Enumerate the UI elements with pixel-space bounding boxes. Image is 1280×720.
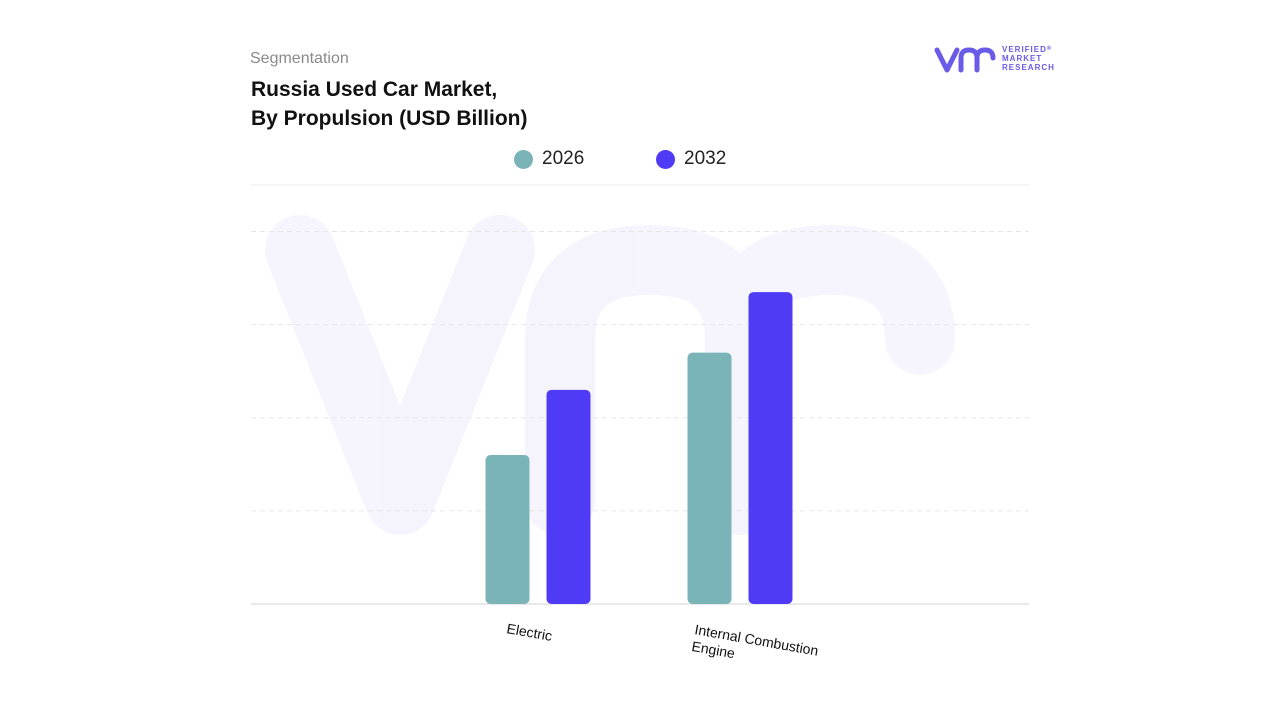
vmr-logo-icon — [934, 47, 996, 73]
bar-2026-electric — [485, 455, 530, 604]
bar-2026-internal-combustion-engine — [687, 352, 732, 604]
x-axis-labels: Electric Internal CombustionEngine — [505, 620, 820, 675]
legend-swatch-2032 — [656, 149, 675, 169]
bar-2032-internal-combustion-engine — [748, 292, 793, 604]
chart-title-line-2: By Propulsion (USD Billion) — [251, 107, 528, 130]
x-tick-label: Electric — [505, 620, 553, 644]
legend-item-2032: 2032 — [656, 148, 726, 170]
legend-item-2026: 2026 — [514, 148, 584, 170]
logo-wordmark: VERIFIED® MARKET RESEARCH — [1002, 45, 1055, 72]
chart-bars — [485, 292, 793, 604]
legend-label-2032: 2032 — [684, 148, 727, 169]
logo-line-market: MARKET — [1002, 54, 1043, 63]
chart-legend: 2026 2032 — [0, 148, 1280, 174]
legend-label-2026: 2026 — [542, 148, 585, 169]
segmentation-label: Segmentation — [250, 50, 349, 67]
chart-title: Russia Used Car Market, By Propulsion (U… — [251, 75, 528, 133]
chart-grid — [251, 184, 1029, 605]
logo-line-verified: VERIFIED — [1002, 45, 1047, 54]
chart-title-line-1: Russia Used Car Market, — [251, 78, 498, 101]
bar-2032-electric — [546, 389, 591, 604]
x-tick-label: Internal CombustionEngine — [691, 621, 820, 675]
logo-line-research: RESEARCH — [1002, 63, 1055, 72]
vmr-watermark — [265, 215, 955, 535]
legend-swatch-2026 — [514, 149, 533, 169]
logo-registered-mark: ® — [1046, 46, 1053, 52]
